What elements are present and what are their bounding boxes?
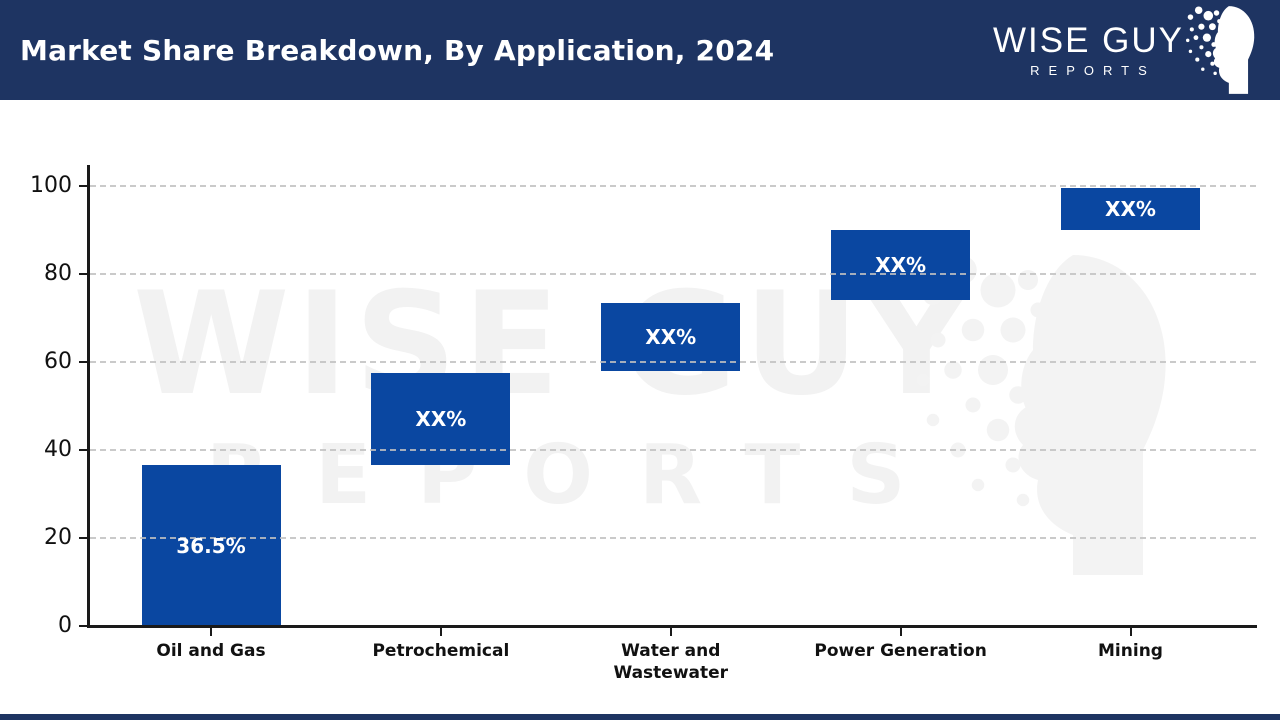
x-tick-label-oil-and-gas: Oil and Gas: [156, 641, 266, 661]
y-tick-60: [79, 361, 88, 363]
x-tick-mining: [1129, 628, 1132, 636]
brand-logo-text: WISE GUY REPORTS: [992, 21, 1184, 79]
x-tick-label-power-generation: Power Generation: [814, 641, 987, 661]
x-tick-water-and-wastewater: [669, 628, 672, 636]
x-tick-label-petrochemical: Petrochemical: [372, 641, 510, 661]
gridline-80: [90, 273, 1256, 275]
y-axis-line: [87, 165, 90, 628]
y-tick-label-20: 20: [44, 525, 72, 550]
bar-oil-and-gas: [141, 465, 281, 626]
brand-wordmark: WISE GUY: [992, 21, 1184, 60]
y-tick-label-80: 80: [44, 261, 72, 286]
y-tick-20: [79, 537, 88, 539]
watermark-face-logo: [916, 255, 1166, 575]
y-tick-0: [79, 625, 88, 627]
bar-value-label-water-and-wastewater: XX%: [645, 324, 697, 349]
bar-power-generation: [831, 230, 971, 301]
x-tick-petrochemical: [439, 628, 442, 636]
y-tick-100: [79, 185, 88, 187]
bar-value-label-oil-and-gas: 36.5%: [176, 533, 246, 558]
x-tick-label-water-and-wastewater: Water and Wastewater: [613, 641, 729, 683]
y-tick-80: [79, 273, 88, 275]
bar-water-and-wastewater: [601, 302, 741, 371]
x-tick-power-generation: [899, 628, 902, 636]
gridline-60: [90, 361, 1256, 363]
bar-value-label-power-generation: XX%: [875, 253, 927, 278]
x-axis-line: [87, 625, 1257, 628]
bar-value-label-mining: XX%: [1105, 197, 1156, 222]
watermark-subtext: REPORTS: [206, 428, 952, 523]
footer-bar: [0, 714, 1280, 720]
y-tick-40: [79, 449, 88, 451]
bar-value-label-petrochemical: XX%: [415, 407, 467, 432]
watermark-wordmark: WISE GUY: [133, 262, 974, 427]
x-tick-label-mining: Mining: [1098, 641, 1163, 661]
gridline-100: [90, 185, 1256, 187]
y-tick-label-0: 0: [58, 613, 72, 638]
y-tick-label-40: 40: [44, 437, 72, 462]
y-tick-label-100: 100: [30, 173, 72, 198]
header-bar: Market Share Breakdown, By Application, …: [0, 0, 1280, 100]
gridline-20: [90, 537, 1256, 539]
brand-subtext: REPORTS: [1030, 63, 1156, 78]
chart-title: Market Share Breakdown, By Application, …: [20, 33, 775, 67]
x-tick-oil-and-gas: [210, 628, 212, 636]
bar-mining: [1061, 188, 1200, 230]
gridline-40: [90, 449, 1256, 451]
y-tick-label-60: 60: [44, 349, 72, 374]
brand-logo: WISE GUY REPORTS: [993, 2, 1266, 98]
brand-face-icon: [1186, 6, 1255, 94]
